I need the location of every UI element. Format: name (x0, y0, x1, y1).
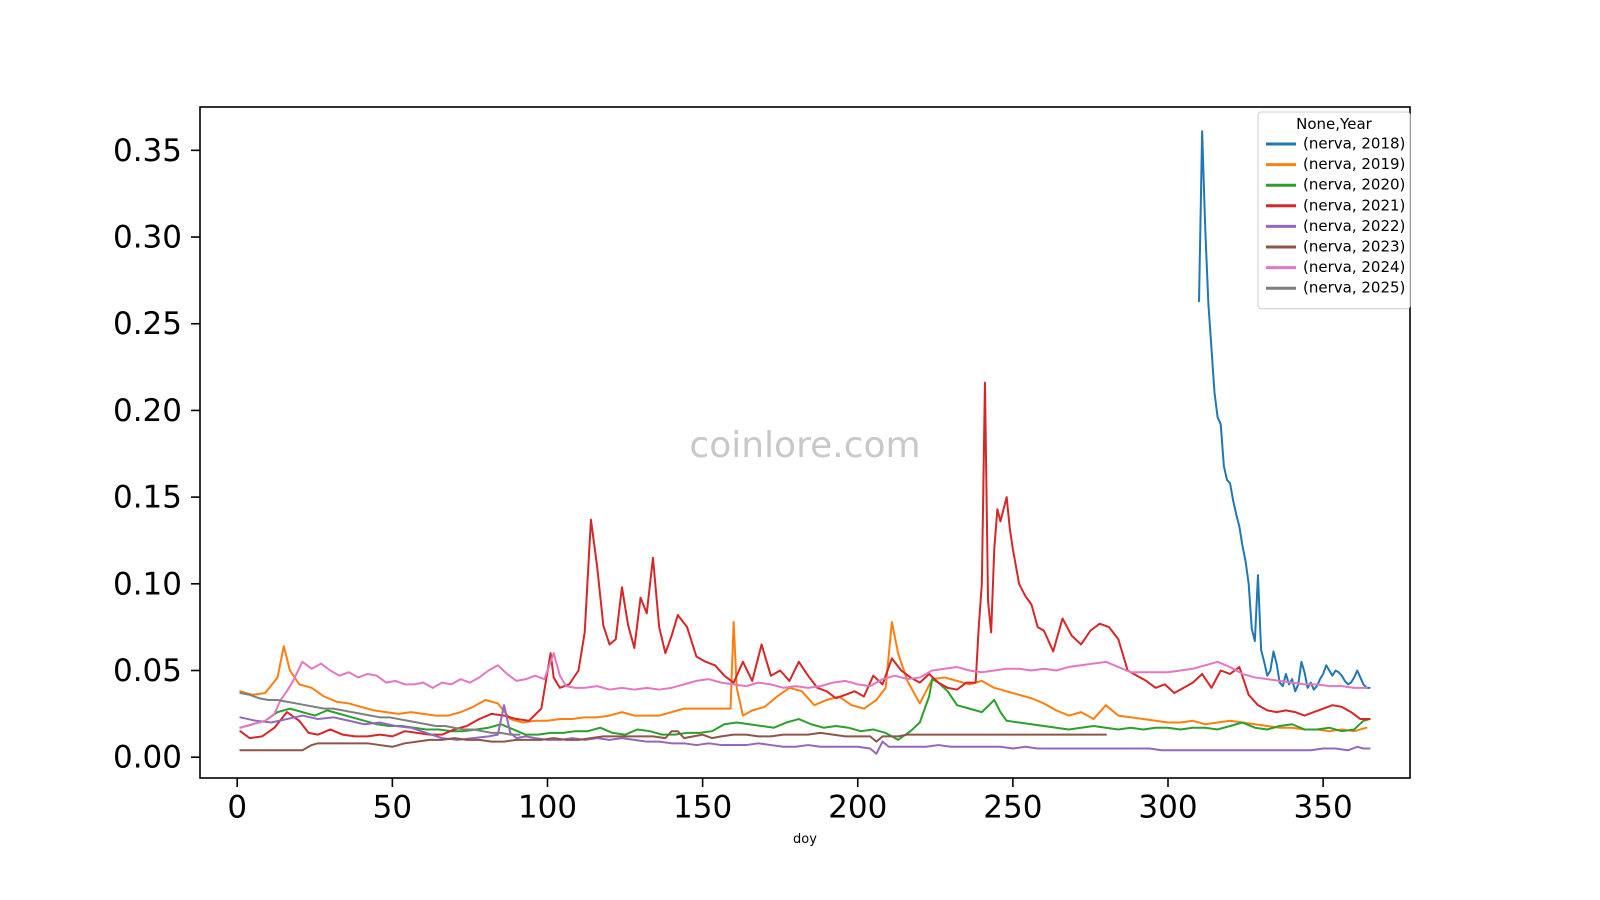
x-tick-label: 100 (518, 789, 577, 825)
legend-label-2018[interactable]: (nerva, 2018) (1303, 135, 1405, 153)
y-tick-label: 0.25 (113, 306, 182, 342)
data-series-group (239, 130, 1371, 755)
y-tick-label: 0.35 (113, 133, 182, 169)
legend-label-2019[interactable]: (nerva, 2019) (1303, 155, 1405, 173)
watermark-text: coinlore.com (689, 425, 920, 466)
x-tick-label: 350 (1294, 789, 1353, 825)
chart-legend[interactable]: None,Year (nerva, 2018) (nerva, 2019) (nerv… (1257, 111, 1411, 310)
x-tick-label: 200 (828, 789, 887, 825)
x-tick-label: 50 (373, 789, 412, 825)
legend-background (1257, 111, 1411, 310)
y-axis-ticks: 0.00 0.05 0.10 0.15 0.20 0.25 0.30 0.35 (113, 133, 200, 776)
legend-label-2020[interactable]: (nerva, 2020) (1303, 176, 1405, 194)
series-line-nerva-2018 (1198, 130, 1371, 693)
x-tick-label: 150 (673, 789, 732, 825)
series-line-nerva-2021 (239, 381, 1371, 740)
plot-frame (199, 106, 1411, 779)
y-tick-label: 0.20 (113, 393, 182, 429)
y-tick-label: 0.30 (113, 220, 182, 256)
y-tick-label: 0.05 (113, 653, 182, 689)
y-tick-label: 0.10 (113, 566, 182, 602)
y-tick-label: 0.15 (113, 480, 182, 516)
y-tick-label: 0.00 (113, 740, 182, 776)
series-line-nerva-2024 (239, 652, 1368, 729)
legend-label-2022[interactable]: (nerva, 2022) (1303, 217, 1405, 235)
series-line-nerva-2023 (239, 730, 1107, 752)
series-line-nerva-2020 (239, 678, 1371, 741)
legend-title: None,Year (1296, 115, 1372, 133)
x-axis-label: doy (793, 832, 817, 847)
x-tick-label: 0 (227, 789, 247, 825)
legend-label-2025[interactable]: (nerva, 2025) (1303, 279, 1405, 297)
legend-label-2024[interactable]: (nerva, 2024) (1303, 258, 1405, 276)
legend-label-2023[interactable]: (nerva, 2023) (1303, 238, 1405, 256)
x-axis-ticks: 0 50 100 150 200 250 300 350 (227, 778, 1353, 825)
x-tick-label: 300 (1138, 789, 1197, 825)
legend-label-2021[interactable]: (nerva, 2021) (1303, 196, 1405, 214)
series-line-nerva-2025 (239, 692, 521, 736)
series-line-nerva-2022 (239, 704, 1371, 755)
x-tick-label: 250 (983, 789, 1042, 825)
